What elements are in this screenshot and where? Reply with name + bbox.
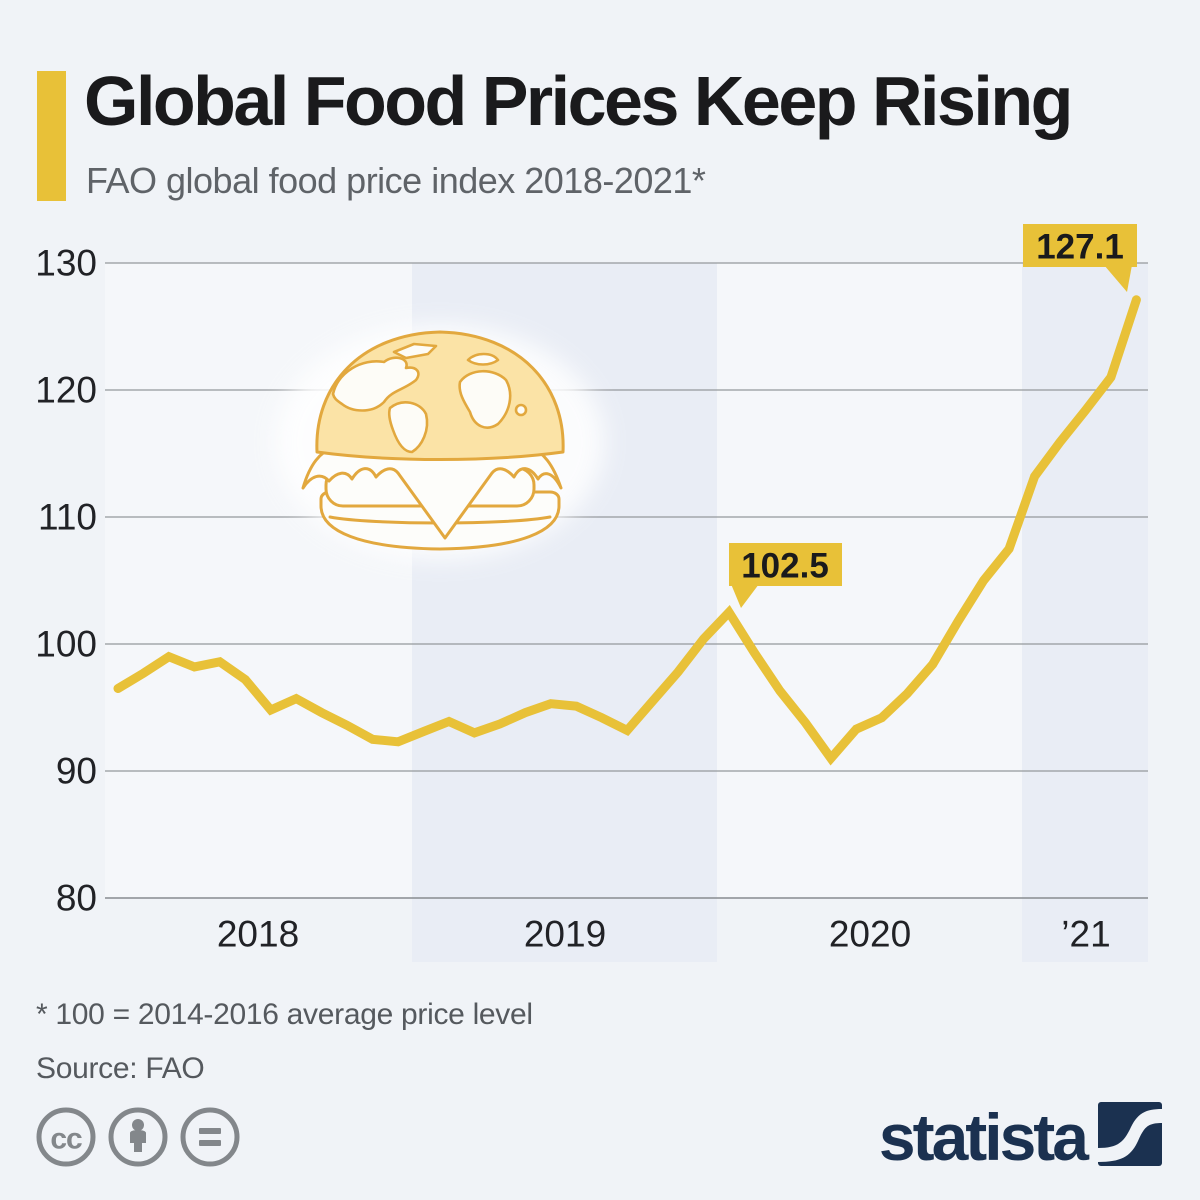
statista-logo-mark (1098, 1102, 1162, 1166)
y-axis-label-120: 120 (35, 370, 97, 411)
continent-europe (466, 352, 500, 366)
continent-greenland (392, 342, 438, 360)
y-axis-label-90: 90 (56, 751, 97, 792)
cc-license-icons: cc (36, 1107, 240, 1167)
annotation-102-5-tail (731, 584, 759, 608)
y-axis-label-130: 130 (35, 243, 97, 284)
annotation-127-1-box (1023, 224, 1137, 267)
price-line (113, 295, 1141, 766)
annotation-127-1-value: 127.1 (1036, 228, 1124, 267)
y-axis-labels: 130 120 110 100 90 80 (35, 243, 97, 919)
annotation-127-1: 127.1 (1023, 224, 1137, 292)
continent-north-america (331, 356, 420, 412)
cc-icon-label: cc (50, 1123, 82, 1156)
year-band-2021 (1022, 263, 1148, 962)
attribution-person-icon (108, 1107, 168, 1167)
y-axis-label-100: 100 (35, 624, 97, 665)
statista-logo-text: statista (879, 1100, 1090, 1174)
cc-icon: cc (36, 1107, 96, 1167)
statista-logo: statista (879, 1100, 1162, 1174)
continent-africa (458, 369, 512, 429)
x-axis-labels: 2018 2019 2020 ’21 (217, 914, 1111, 955)
y-axis-label-110: 110 (38, 497, 97, 538)
x-axis-label-2020: 2020 (829, 914, 911, 955)
page-title: Global Food Prices Keep Rising (84, 62, 1073, 140)
gridlines (105, 262, 1148, 899)
page-subtitle: FAO global food price index 2018-2021* (86, 160, 706, 201)
annotation-102-5-value: 102.5 (741, 547, 829, 586)
footnote: * 100 = 2014-2016 average price level (36, 998, 533, 1031)
x-axis-label-2021: ’21 (1061, 914, 1110, 955)
globe-continents (331, 342, 528, 454)
annotation-127-1-tail (1104, 265, 1132, 292)
equals-icon (180, 1107, 240, 1167)
continent-south-america (387, 401, 429, 454)
annotation-102-5-box (729, 543, 842, 586)
continent-island (514, 403, 528, 417)
y-axis-label-80: 80 (56, 878, 97, 919)
title-accent-bar (37, 71, 66, 201)
annotation-102-5: 102.5 (729, 543, 842, 608)
footer: * 100 = 2014-2016 average price level So… (36, 996, 936, 1088)
x-axis-label-2018: 2018 (217, 914, 299, 955)
burger-lettuce (301, 445, 563, 540)
globe-burger-illustration (275, 324, 605, 560)
x-axis-label-2019: 2019 (524, 914, 606, 955)
source-label: Source: FAO (36, 1052, 205, 1085)
